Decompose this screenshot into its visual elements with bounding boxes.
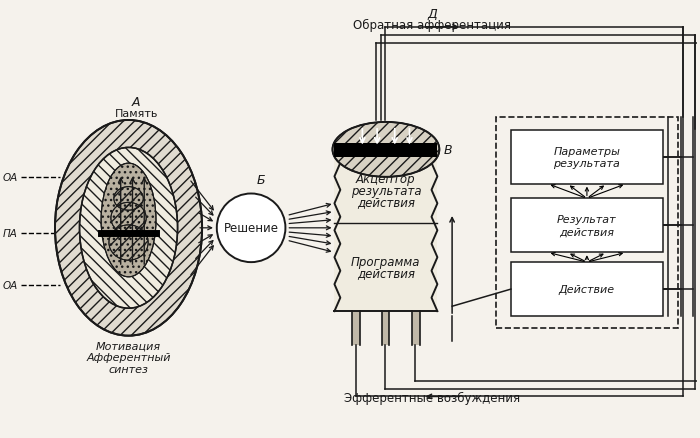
Bar <box>352 311 360 346</box>
Text: действия: действия <box>357 196 415 209</box>
Bar <box>412 311 420 346</box>
Text: результата: результата <box>554 158 620 168</box>
Text: действия: действия <box>559 227 615 237</box>
Bar <box>511 262 663 316</box>
Text: синтез: синтез <box>108 364 148 374</box>
Text: Эфферентные возбуждения: Эфферентные возбуждения <box>344 391 521 404</box>
Bar <box>335 150 438 311</box>
Text: ПА: ПА <box>3 228 18 238</box>
Bar <box>511 199 663 253</box>
Text: Действие: Действие <box>559 284 615 294</box>
Ellipse shape <box>332 123 440 177</box>
Text: Параметры: Параметры <box>554 147 620 156</box>
Text: Афферентный: Афферентный <box>86 353 171 363</box>
Text: Память: Память <box>115 109 158 119</box>
Circle shape <box>217 194 286 262</box>
Text: Программа: Программа <box>351 255 421 268</box>
Text: Обратная афферентация: Обратная афферентация <box>354 19 512 32</box>
Ellipse shape <box>101 164 156 277</box>
Text: Акцептор: Акцептор <box>356 173 416 185</box>
Text: ОА: ОА <box>3 173 18 182</box>
Ellipse shape <box>55 121 202 336</box>
Text: Д: Д <box>428 8 438 21</box>
Text: Б: Б <box>257 173 265 186</box>
Bar <box>335 144 438 158</box>
Text: Результат: Результат <box>557 215 617 225</box>
Ellipse shape <box>80 148 178 308</box>
Text: действия: действия <box>357 267 415 280</box>
Bar <box>382 311 389 346</box>
Text: Решение: Решение <box>223 222 279 235</box>
Text: Мотивация: Мотивация <box>96 341 161 351</box>
Text: ОА: ОА <box>3 280 18 290</box>
Text: А: А <box>132 96 141 109</box>
Bar <box>511 131 663 184</box>
Text: результата: результата <box>351 184 421 197</box>
Text: В: В <box>443 144 452 156</box>
Bar <box>496 118 678 328</box>
